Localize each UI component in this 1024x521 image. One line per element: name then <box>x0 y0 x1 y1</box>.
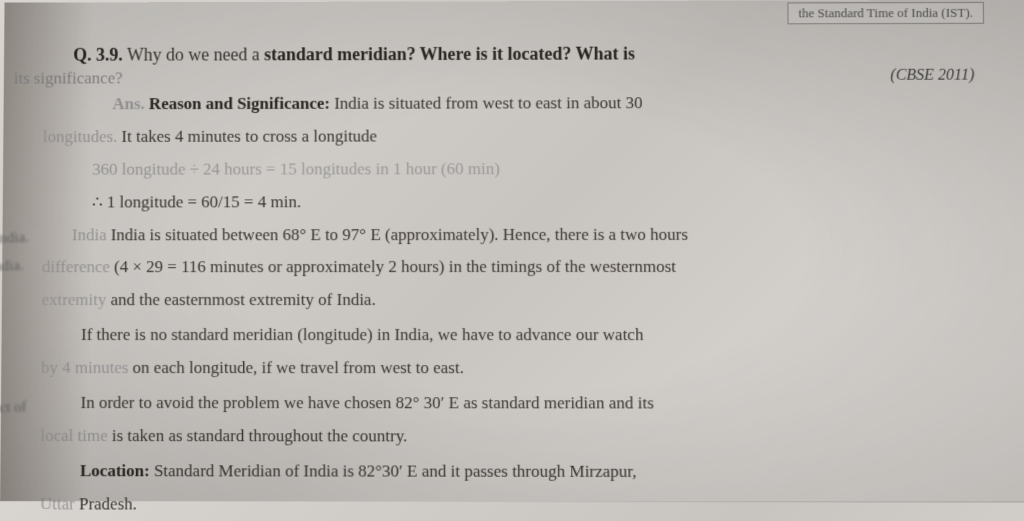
problem-text2: is taken as standard throughout the coun… <box>112 426 408 445</box>
header-box: the Standard Time of India (IST). <box>787 2 984 24</box>
question-number: Q. 3.9. <box>73 45 123 65</box>
problem-text1: In order to avoid the problem we have ch… <box>80 393 653 412</box>
calc2: ∴ 1 longitude = 60/15 = 4 min. <box>92 192 301 211</box>
reason-text: India is situated from west to east in a… <box>334 93 642 112</box>
india-text3-prefix: extremity <box>42 290 107 309</box>
ans-label: Ans. <box>112 94 144 113</box>
location-text: Standard Meridian of India is 82°30′ E a… <box>154 461 637 481</box>
watch-text1: If there is no standard meridian (longit… <box>81 325 644 344</box>
india-text2: (4 × 29 = 116 minutes or approximately 2… <box>114 257 676 276</box>
longitudes-prefix: longitudes. <box>43 127 118 146</box>
side-label-1: India. <box>0 230 29 248</box>
significance-label: its significance? <box>14 69 123 88</box>
question-block: Q. 3.9. Why do we need a standard meridi… <box>73 40 984 69</box>
problem-text2-prefix: local time <box>40 426 107 445</box>
question-text-1: Why do we need a <box>127 44 264 64</box>
location-text2-prefix: Uttar <box>40 494 75 513</box>
header-text: the Standard Time of India (IST). <box>798 5 973 20</box>
india-text1: India is situated between 68° E to 97° E… <box>111 224 688 243</box>
longitudes-text: It takes 4 minutes to cross a longitude <box>121 126 377 145</box>
cbse-tag: (CBSE 2011) <box>890 67 974 85</box>
answer-body: Ans. Reason and Significance: India is s… <box>110 89 989 521</box>
india-text2-prefix: difference <box>42 258 110 277</box>
calc1: 360 longitude ÷ 24 hours = 15 longitudes… <box>92 159 500 178</box>
india-text1-prefix: India <box>72 225 111 244</box>
india-text3: and the easternmost extremity of India. <box>110 290 375 309</box>
location-label: Location: <box>80 461 150 480</box>
watch-text2-prefix: by 4 minutes <box>41 358 128 377</box>
watch-text2: on each longitude, if we travel from wes… <box>133 358 464 377</box>
side-label-2: ndia. <box>0 258 24 276</box>
question-bold: standard meridian? Where is it located? … <box>264 44 635 65</box>
significance-line: its significance? (CBSE 2011) <box>14 67 985 89</box>
side-label-3: ect of <box>0 399 27 417</box>
reason-label: Reason and Significance: <box>149 94 330 113</box>
location-text2: Pradesh. <box>79 494 137 513</box>
